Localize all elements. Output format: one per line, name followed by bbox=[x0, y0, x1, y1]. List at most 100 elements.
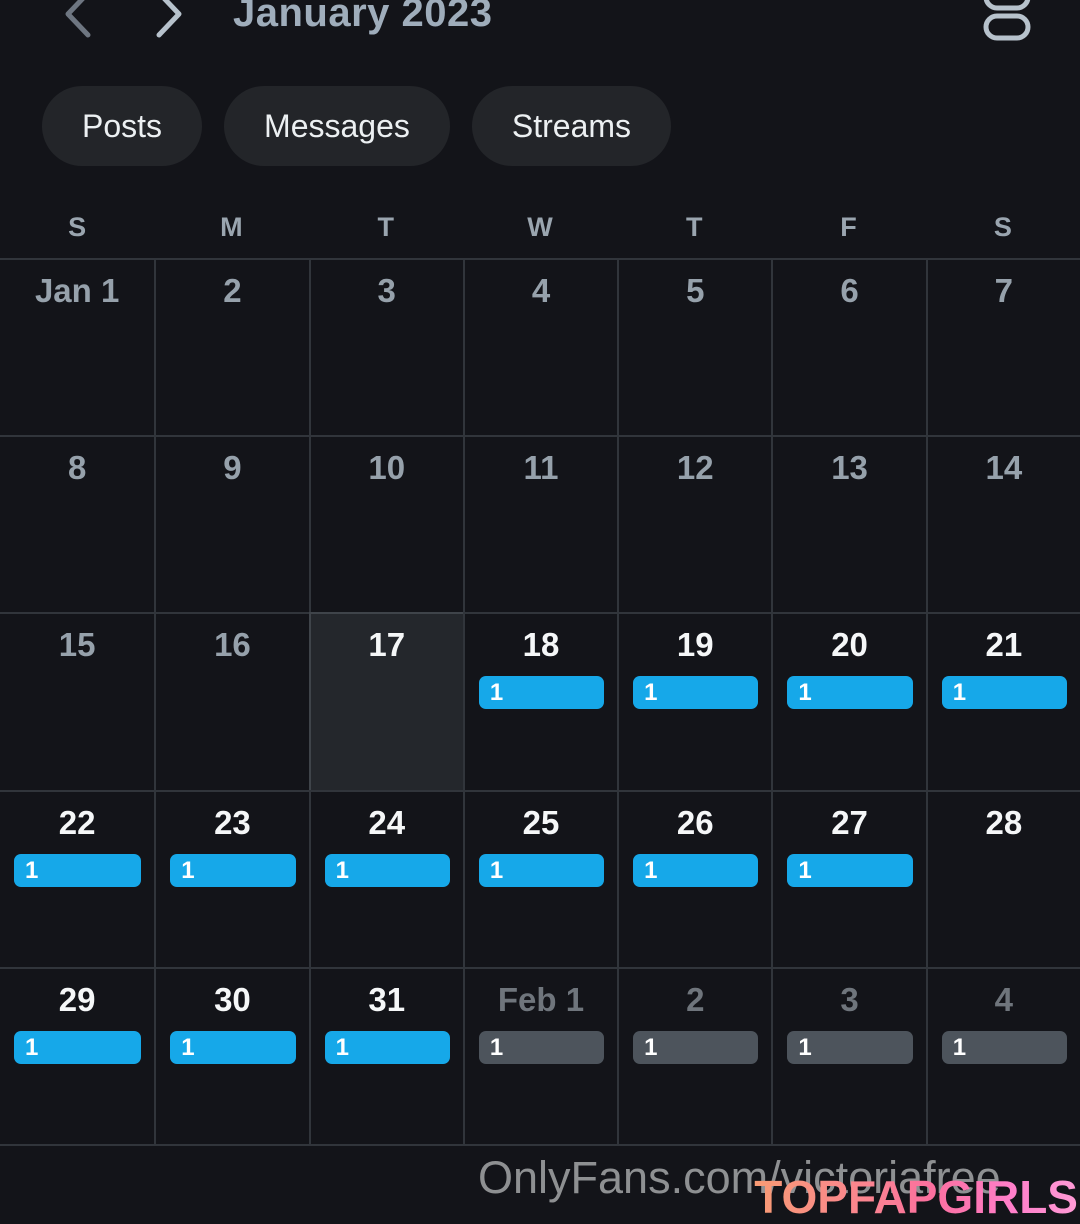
date-label: 30 bbox=[214, 980, 251, 1018]
event-count-badge[interactable]: 1 bbox=[787, 853, 913, 887]
watermark-text: OnlyFans.com/victoriafree bbox=[478, 1152, 1001, 1203]
event-count-badge[interactable]: 1 bbox=[633, 676, 759, 710]
date-label: 2 bbox=[686, 980, 705, 1018]
date-label: 18 bbox=[522, 626, 560, 664]
date-label: 16 bbox=[214, 626, 251, 664]
event-count-badge[interactable]: 1 bbox=[14, 1030, 142, 1064]
calendar-cell-20[interactable]: 20 1 bbox=[771, 612, 926, 790]
calendar-cell-feb-1[interactable]: Feb 1 1 bbox=[462, 966, 618, 1144]
calendar-cell-10[interactable]: 10 bbox=[308, 435, 463, 613]
calendar-cell-31[interactable]: 31 1 bbox=[308, 966, 463, 1144]
date-label: 28 bbox=[985, 803, 1023, 841]
date-label: 12 bbox=[676, 449, 714, 487]
event-count-badge[interactable]: 1 bbox=[941, 676, 1067, 710]
date-label: 24 bbox=[368, 803, 406, 841]
date-label: Jan 1 bbox=[34, 272, 120, 309]
calendar-cell-23[interactable]: 23 1 bbox=[154, 789, 309, 967]
tab-streams[interactable]: Streams bbox=[471, 86, 672, 166]
calendar-cell-15[interactable]: 15 bbox=[0, 612, 155, 789]
tab-posts[interactable]: Posts bbox=[42, 86, 203, 166]
date-label: 31 bbox=[368, 980, 406, 1018]
date-label: 22 bbox=[58, 803, 96, 841]
brand-logo: TOPFAPGIRLS bbox=[754, 1171, 1078, 1223]
calendar-cell-29[interactable]: 29 1 bbox=[0, 966, 155, 1144]
date-label: 17 bbox=[368, 626, 406, 664]
date-label: 8 bbox=[67, 449, 87, 487]
date-label: 27 bbox=[831, 803, 868, 841]
date-label: 19 bbox=[676, 626, 714, 664]
calendar-cell-7[interactable]: 7 bbox=[925, 258, 1080, 436]
calendar-cell-6[interactable]: 6 bbox=[771, 258, 926, 436]
calendar-cell-11[interactable]: 11 bbox=[462, 435, 618, 613]
event-count-badge[interactable]: 1 bbox=[478, 1030, 605, 1064]
calendar-cell-9[interactable]: 9 bbox=[154, 435, 309, 613]
calendar-cell-27[interactable]: 27 1 bbox=[771, 789, 926, 967]
date-label: 4 bbox=[531, 272, 551, 309]
calendar-cell-3[interactable]: 3 bbox=[308, 258, 463, 436]
event-count-badge[interactable]: 1 bbox=[787, 1030, 913, 1064]
date-label: 15 bbox=[58, 626, 96, 664]
date-label: 26 bbox=[676, 803, 714, 841]
weekday-label-sun: S bbox=[68, 211, 87, 242]
agenda-view-icon[interactable] bbox=[983, 0, 1031, 44]
date-label: Feb 1 bbox=[497, 980, 585, 1018]
date-label: 10 bbox=[368, 449, 406, 487]
calendar-cell-5[interactable]: 5 bbox=[617, 258, 772, 436]
date-label: 11 bbox=[523, 449, 559, 487]
date-label: 3 bbox=[377, 272, 396, 309]
date-label: 4 bbox=[994, 980, 1014, 1018]
event-count-badge[interactable]: 1 bbox=[170, 853, 296, 887]
calendar-grid: Jan 1 2 3 4 5 6 7 8 9 10 11 12 13 14 15 16 17 18 1 19 1 20 1 21… bbox=[0, 258, 1080, 1146]
weekday-label-tue: T bbox=[377, 211, 394, 242]
date-label: 7 bbox=[994, 272, 1014, 309]
event-count-badge[interactable]: 1 bbox=[941, 1030, 1067, 1064]
date-label: 2 bbox=[223, 272, 242, 309]
calendar-cell-14[interactable]: 14 bbox=[925, 435, 1080, 613]
calendar-cell-25[interactable]: 25 1 bbox=[462, 789, 618, 967]
date-label: 3 bbox=[840, 980, 859, 1018]
calendar-cell-26[interactable]: 26 1 bbox=[617, 789, 772, 967]
weekday-header: S M T W T F S bbox=[0, 196, 1080, 258]
date-label: 13 bbox=[831, 449, 868, 487]
weekday-label-mon: M bbox=[220, 211, 243, 242]
calendar-cell-21[interactable]: 21 1 bbox=[925, 612, 1080, 790]
calendar-cell-12[interactable]: 12 bbox=[617, 435, 772, 613]
date-label: 6 bbox=[840, 272, 859, 309]
chevron-right-icon[interactable] bbox=[148, 0, 190, 45]
calendar-cell-16[interactable]: 16 bbox=[154, 612, 309, 790]
calendar-cell-17[interactable]: 17 bbox=[308, 612, 463, 790]
date-label: 21 bbox=[985, 626, 1023, 664]
date-label: 5 bbox=[686, 272, 705, 309]
event-count-badge[interactable]: 1 bbox=[478, 676, 605, 710]
calendar-cell-4[interactable]: 4 bbox=[462, 258, 618, 436]
event-count-badge[interactable]: 1 bbox=[478, 853, 605, 887]
event-count-badge[interactable]: 1 bbox=[633, 853, 759, 887]
calendar-cell-jan-1[interactable]: Jan 1 bbox=[0, 258, 155, 435]
calendar-cell-30[interactable]: 30 1 bbox=[154, 966, 309, 1144]
date-label: 23 bbox=[214, 803, 251, 841]
chevron-left-icon[interactable] bbox=[57, 0, 99, 45]
event-count-badge[interactable]: 1 bbox=[324, 1030, 450, 1064]
event-count-badge[interactable]: 1 bbox=[14, 853, 142, 887]
date-label: 29 bbox=[58, 980, 96, 1018]
event-count-badge[interactable]: 1 bbox=[633, 1030, 759, 1064]
tab-messages[interactable]: Messages bbox=[224, 86, 450, 166]
calendar-cell-28[interactable]: 28 bbox=[925, 789, 1080, 967]
calendar-cell-13[interactable]: 13 bbox=[771, 435, 926, 613]
event-count-badge[interactable]: 1 bbox=[170, 1030, 296, 1064]
weekday-label-fri: F bbox=[840, 211, 857, 242]
weekday-label-sat: S bbox=[993, 211, 1012, 242]
event-count-badge[interactable]: 1 bbox=[787, 676, 913, 710]
filter-tabs: Posts Messages Streams bbox=[42, 86, 672, 166]
calendar-cell-18[interactable]: 18 1 bbox=[462, 612, 618, 790]
calendar-cell-19[interactable]: 19 1 bbox=[617, 612, 772, 790]
calendar-cell-2[interactable]: 2 bbox=[154, 258, 309, 436]
date-label: 14 bbox=[985, 449, 1023, 487]
calendar-cell-22[interactable]: 22 1 bbox=[0, 789, 155, 967]
event-count-badge[interactable]: 1 bbox=[324, 853, 450, 887]
calendar-cell-24[interactable]: 24 1 bbox=[308, 789, 463, 967]
calendar-cell-8[interactable]: 8 bbox=[0, 435, 155, 612]
